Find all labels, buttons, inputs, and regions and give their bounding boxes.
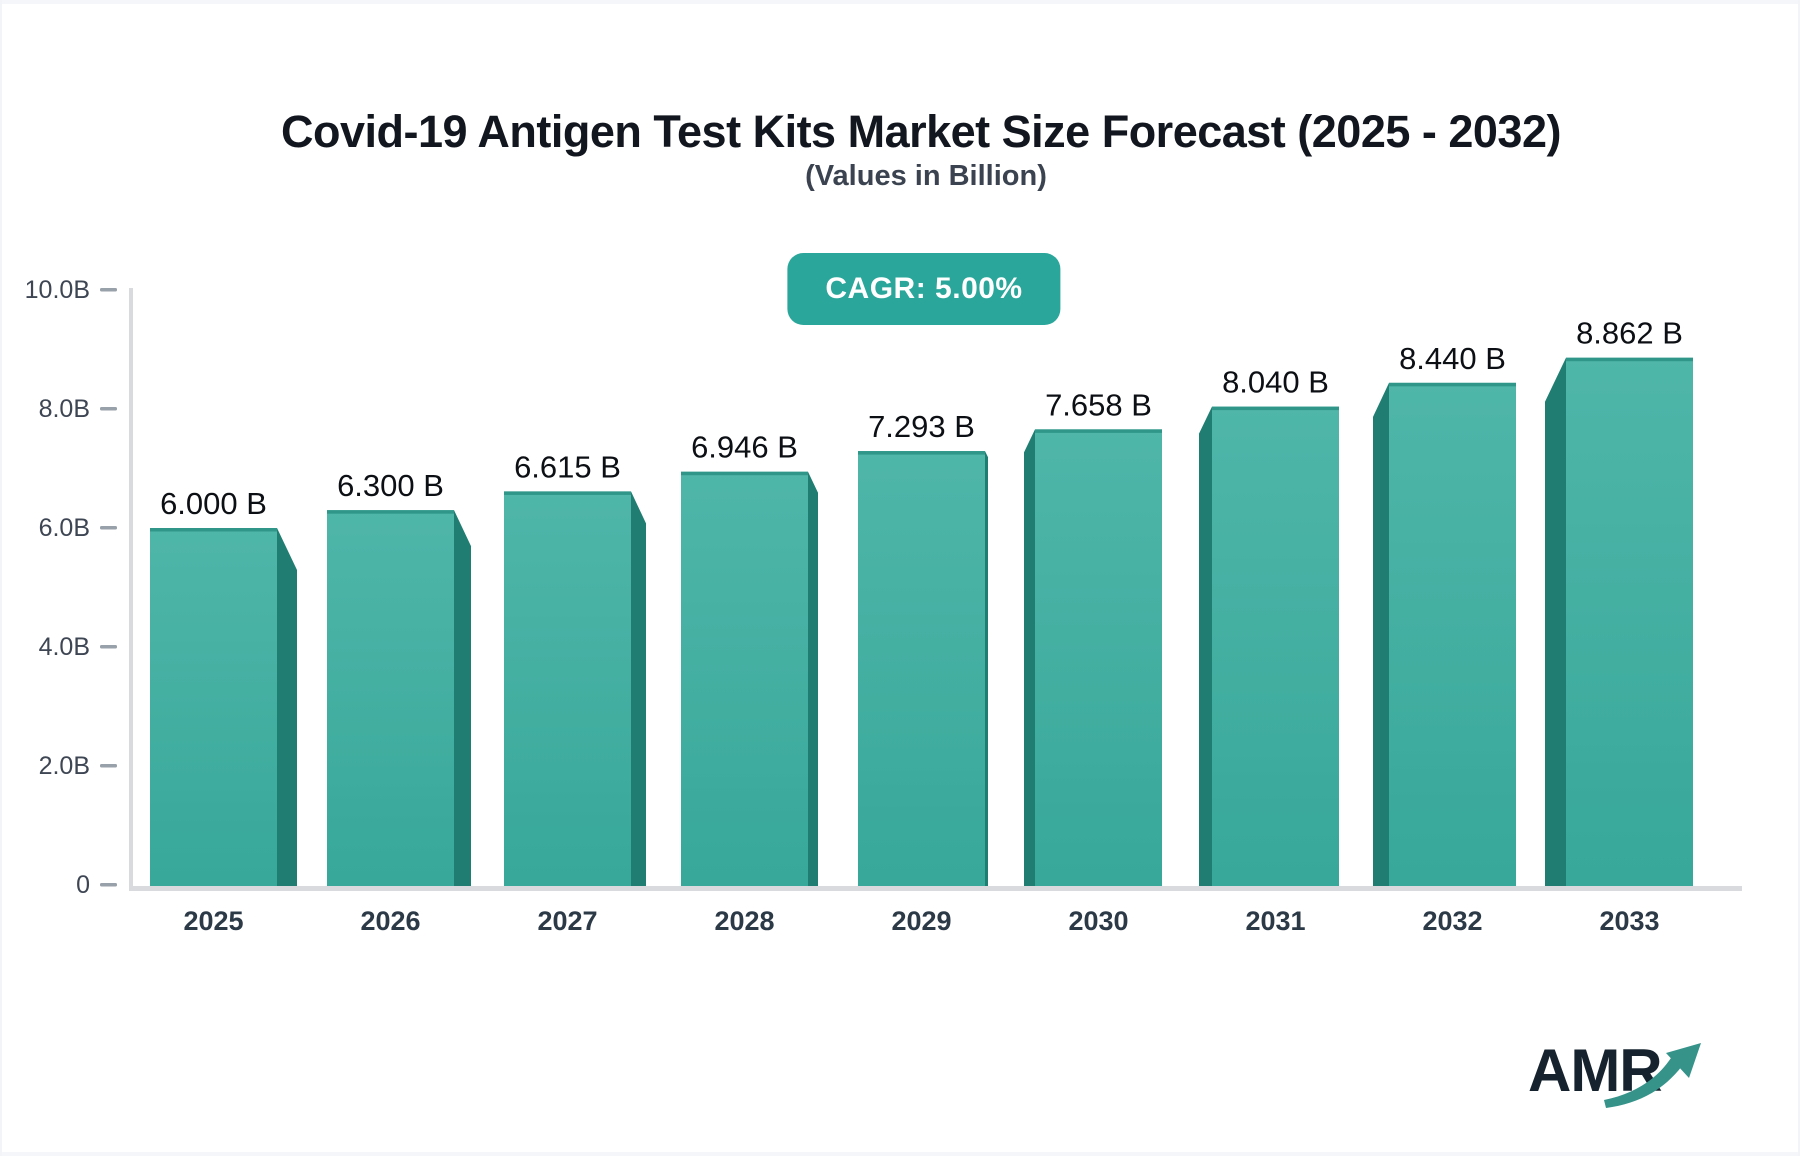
y-tick-label-6.0B: 6.0B: [39, 514, 90, 542]
bar-2030: [1035, 429, 1162, 886]
bar-side-2025: [277, 528, 297, 886]
bar-side-2030: [1024, 429, 1035, 886]
x-axis-label-2030: 2030: [1068, 906, 1128, 936]
card-edge-left: [0, 0, 2, 1156]
cagr-badge: CAGR: 5.00%: [787, 253, 1061, 325]
y-tick-dash-10.0B: [100, 288, 117, 292]
y-tick-label-8.0B: 8.0B: [39, 395, 90, 423]
bar-value-label-2029: 7.293 B: [868, 409, 975, 444]
y-tick-label-2.0B: 2.0B: [39, 752, 90, 780]
y-tick-dash-4.0B: [100, 645, 117, 649]
chart-title: Covid-19 Antigen Test Kits Market Size F…: [281, 106, 1561, 157]
card-edge-top: [0, 0, 1800, 4]
bar-side-2029: [985, 451, 988, 886]
arrow-tail: [1604, 1058, 1682, 1108]
bar-side-2032: [1373, 382, 1389, 886]
x-axis-label-2026: 2026: [360, 906, 420, 936]
arrow-head: [1666, 1043, 1701, 1078]
bar-value-label-2033: 8.862 B: [1576, 316, 1683, 351]
bar-value-label-2028: 6.946 B: [691, 430, 798, 465]
y-tick-label-4.0B: 4.0B: [39, 633, 90, 661]
bar-2032: [1389, 382, 1516, 886]
bar-top-edge-2031: [1212, 406, 1339, 411]
x-axis-label-2029: 2029: [891, 906, 951, 936]
bar-side-2028: [808, 471, 818, 886]
y-tick-label-10.0B: 10.0B: [25, 276, 90, 304]
x-axis-label-2025: 2025: [183, 906, 243, 936]
amr-logo-arrow-icon: [1604, 1043, 1701, 1108]
y-tick-dash-8.0B: [100, 407, 117, 411]
y-tick-dash-2.0B: [100, 764, 117, 768]
bar-top-edge-2028: [681, 471, 808, 476]
bar-side-2027: [631, 491, 646, 886]
bar-2026: [327, 510, 454, 886]
y-tick-label-0: 0: [76, 871, 90, 899]
bar-2033: [1566, 357, 1693, 886]
bar-2027: [504, 491, 631, 886]
amr-logo: AMR: [1528, 1036, 1728, 1126]
bar-top-edge-2033: [1566, 357, 1693, 362]
bar-top-edge-2032: [1389, 382, 1516, 387]
bar-side-2033: [1545, 357, 1566, 886]
bar-2028: [681, 471, 808, 886]
x-axis-label-2033: 2033: [1599, 906, 1659, 936]
y-axis-line: [129, 288, 133, 891]
x-axis-label-2028: 2028: [714, 906, 774, 936]
bar-2029: [858, 451, 985, 886]
bar-top-edge-2030: [1035, 429, 1162, 433]
bar-value-label-2030: 7.658 B: [1045, 387, 1152, 422]
card-edge-right: [1798, 0, 1800, 1156]
bar-top-edge-2027: [504, 491, 631, 495]
y-tick-dash-0: [100, 883, 117, 887]
x-axis-label-2027: 2027: [537, 906, 597, 936]
bar-value-label-2032: 8.440 B: [1399, 341, 1506, 376]
bar-value-label-2026: 6.300 B: [337, 468, 444, 503]
bar-top-edge-2026: [327, 510, 454, 514]
bar-value-label-2031: 8.040 B: [1222, 365, 1329, 400]
y-tick-dash-6.0B: [100, 526, 117, 530]
bar-2031: [1212, 406, 1339, 886]
bar-side-2031: [1199, 406, 1212, 886]
bar-2025: [150, 528, 277, 886]
bar-top-edge-2029: [858, 451, 985, 455]
bar-value-label-2025: 6.000 B: [160, 486, 267, 521]
chart-subtitle: (Values in Billion): [805, 160, 1047, 192]
x-axis-line: [129, 886, 1742, 891]
card-edge-bottom: [0, 1152, 1800, 1156]
x-axis-label-2032: 2032: [1422, 906, 1482, 936]
bar-top-edge-2025: [150, 528, 277, 532]
bar-side-2026: [454, 510, 471, 886]
x-axis-label-2031: 2031: [1245, 906, 1305, 936]
bar-value-label-2027: 6.615 B: [514, 449, 621, 484]
